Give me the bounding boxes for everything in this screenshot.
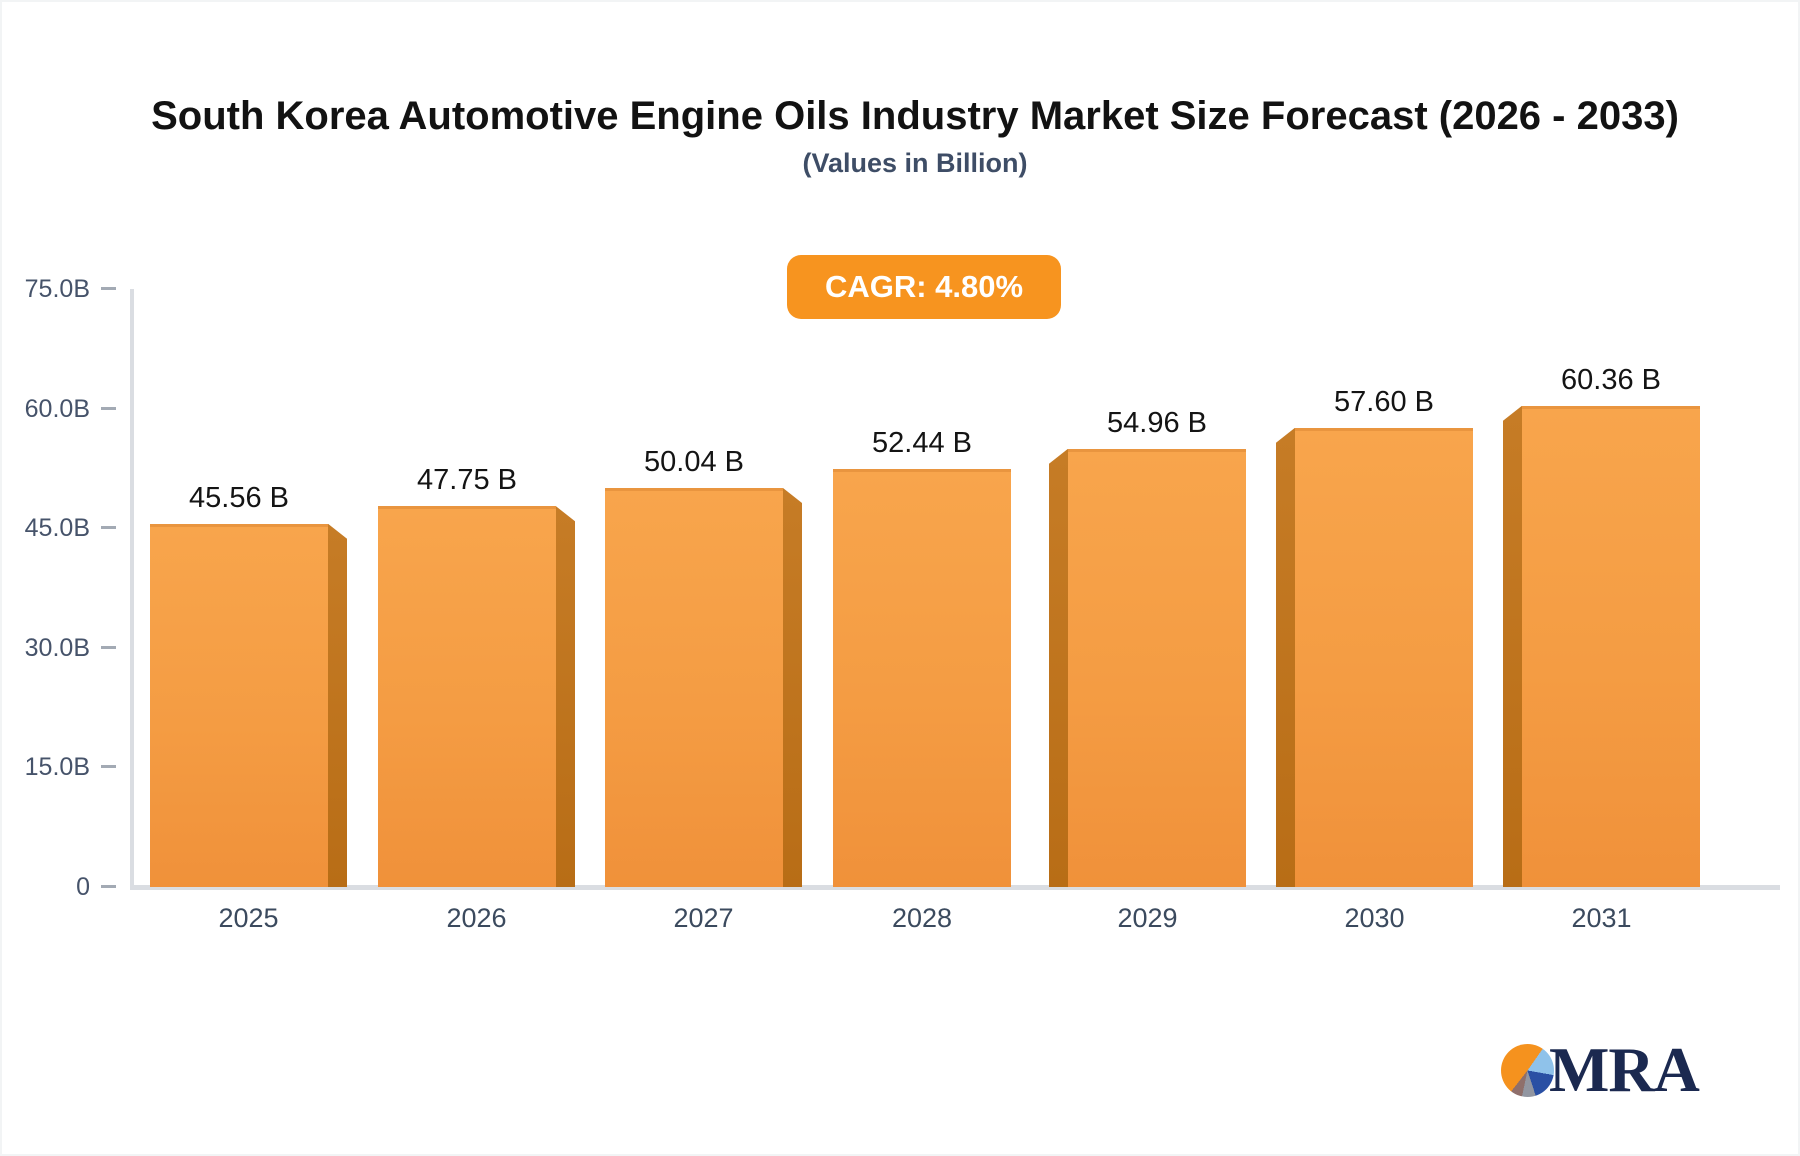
bar-3d-side-2030 [1276,427,1295,887]
y-tick-mark [101,287,116,290]
brand-logo-text: MRA [1549,1034,1700,1105]
bar-3d-side-2027 [783,488,802,887]
y-tick-mark [101,885,116,888]
cagr-badge: CAGR: 4.80% [787,255,1061,319]
y-tick-label: 0 [76,873,90,901]
chart-title: South Korea Automotive Engine Oils Indus… [151,94,1679,138]
x-category-label: 2030 [1344,903,1405,933]
bar-value-label: 50.04 B [644,446,744,478]
y-tick-label: 75.0B [24,275,90,303]
x-category-label: 2027 [673,903,734,933]
x-axis-baseline [130,885,1780,890]
bar-2031 [1522,405,1700,887]
bar-3d-side-2029 [1049,448,1068,887]
y-tick-mark [101,406,116,410]
y-tick-mark [101,645,116,649]
bar-value-label: 60.36 B [1561,363,1661,396]
y-axis-line [130,289,134,888]
bar-2030 [1295,427,1473,887]
y-tick-mark [101,526,116,530]
bar-value-label: 47.75 B [417,464,517,497]
bar-2026 [378,506,556,887]
pie-chart-icon [1501,1044,1554,1097]
x-category-label: 2029 [1117,903,1178,933]
bar-value-label: 52.44 B [872,426,972,459]
x-category-label: 2025 [218,903,279,933]
bar-value-label: 45.56 B [189,481,289,514]
y-tick-label: 15.0B [24,753,90,782]
bar-3d-side-2026 [556,506,575,887]
brand-logo: MRA [1496,1036,1786,1116]
x-category-label: 2031 [1571,903,1632,933]
bar-2028 [833,468,1011,887]
chart-subtitle: (Values in Billion) [802,148,1028,178]
y-tick-label: 30.0B [24,633,90,662]
y-tick-label: 60.0B [24,394,90,423]
bar-3d-side-2025 [328,523,347,887]
x-category-label: 2026 [446,903,507,933]
x-category-label: 2028 [891,903,953,933]
bar-3d-side-2031 [1503,405,1522,887]
bar-value-label: 54.96 B [1107,406,1207,439]
y-tick-mark [101,765,116,769]
bar-value-label: 57.60 B [1334,385,1434,418]
bar-2029 [1068,448,1246,887]
y-tick-label: 45.0B [24,514,90,543]
bar-2025 [150,523,328,887]
bar-2027 [605,488,783,887]
